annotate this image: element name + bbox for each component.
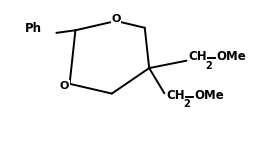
Text: Ph: Ph (25, 22, 42, 35)
Text: OMe: OMe (194, 89, 224, 102)
Text: CH: CH (167, 89, 185, 102)
Text: O: O (60, 81, 69, 91)
Text: 2: 2 (205, 61, 212, 71)
Text: OMe: OMe (216, 50, 246, 63)
Text: O: O (111, 14, 121, 24)
Text: 2: 2 (183, 99, 190, 109)
Text: CH: CH (189, 50, 207, 63)
